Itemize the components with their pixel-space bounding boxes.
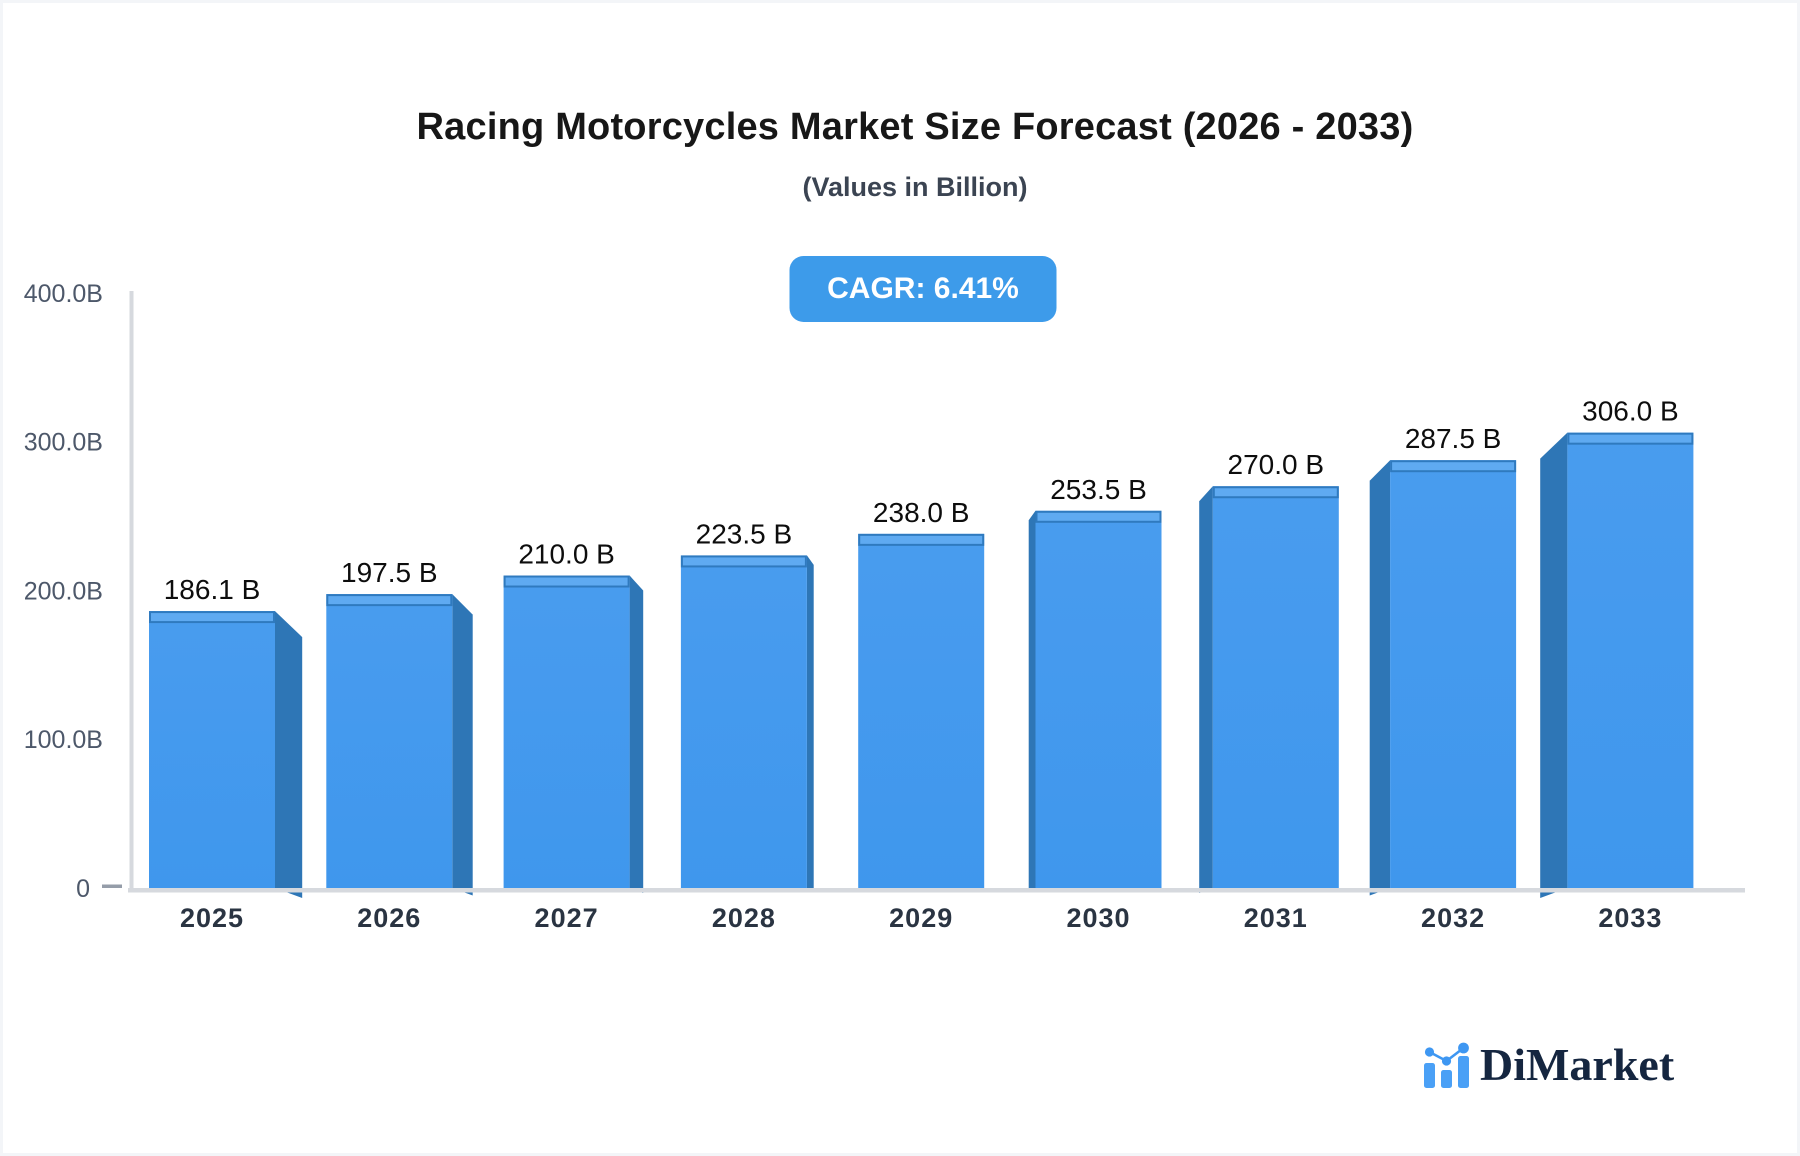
bar-line-chart-icon [1424, 1042, 1469, 1088]
y-axis-label: 100.0B [24, 726, 103, 754]
chart-subtitle: (Values in Billion) [802, 172, 1028, 202]
bar-top-face [1212, 486, 1339, 499]
y-axis-label: 400.0B [24, 280, 103, 308]
bar-top-face [680, 555, 807, 568]
x-axis-label: 2025 [180, 903, 244, 933]
bar-front-face [858, 533, 985, 888]
bar-value-label: 253.5 B [1050, 474, 1147, 505]
bar-2029 [858, 533, 985, 888]
bar-2031 [1199, 486, 1339, 893]
bar-value-label: 223.5 B [696, 518, 793, 549]
bar-2032 [1369, 460, 1517, 896]
y-axis-label: 300.0B [24, 429, 103, 457]
zero-tick-mark [102, 884, 122, 888]
bar-top-face [1035, 510, 1162, 523]
bar-top-face [149, 611, 275, 624]
y-axis-line [129, 291, 134, 889]
bar-top-face [326, 594, 453, 607]
bar-2028 [680, 555, 814, 891]
bar-side-face [1028, 510, 1036, 891]
bar-side-face [452, 594, 473, 896]
bar-value-label: 287.5 B [1405, 423, 1502, 454]
bar-front-face [149, 611, 275, 888]
x-axis-label: 2029 [889, 903, 953, 933]
x-axis-label: 2026 [357, 903, 421, 933]
bar-front-face [326, 594, 453, 888]
bar-2033 [1540, 432, 1694, 898]
logo-text: DiMarket [1480, 1039, 1675, 1090]
x-axis-label: 2028 [712, 903, 776, 933]
bar-front-face [1390, 460, 1517, 888]
x-axis-label: 2032 [1421, 903, 1485, 933]
x-axis-label: 2033 [1598, 903, 1662, 933]
bar-value-label: 197.5 B [341, 557, 438, 588]
bar-front-face [1035, 510, 1162, 888]
bar-front-face [1567, 432, 1694, 888]
dimarket-logo: DiMarket [1421, 1040, 1674, 1090]
y-axis-label: 200.0B [24, 577, 103, 605]
bar-value-label: 306.0 B [1582, 396, 1679, 427]
bar-front-face [503, 575, 630, 888]
bar-top-face [858, 533, 985, 546]
bar-front-face [680, 555, 807, 888]
bar-top-face [503, 575, 630, 588]
bar-top-face [1390, 460, 1517, 473]
bar-side-face [806, 555, 814, 891]
bar-top-face [1567, 432, 1694, 445]
bar-value-label: 186.1 B [164, 574, 261, 605]
chart-title: Racing Motorcycles Market Size Forecast … [416, 106, 1414, 148]
x-axis-label: 2027 [535, 903, 599, 933]
bar-side-face [1540, 432, 1568, 898]
bar-2027 [503, 575, 644, 893]
bar-side-face [629, 575, 644, 893]
bar-2026 [326, 594, 473, 896]
x-axis-label: 2031 [1244, 903, 1308, 933]
bar-side-face [275, 611, 303, 898]
bar-2025 [149, 611, 303, 898]
bar-value-label: 270.0 B [1228, 449, 1325, 480]
bar-side-face [1369, 460, 1391, 896]
x-axis-line [128, 888, 1745, 893]
bar-value-label: 210.0 B [518, 539, 615, 570]
y-axis-label: 0 [76, 875, 90, 903]
bar-side-face [1199, 486, 1213, 893]
cagr-badge: CAGR: 6.41% [789, 256, 1057, 322]
bar-value-label: 238.0 B [873, 497, 970, 528]
bar-2030 [1028, 510, 1162, 891]
bar-front-face [1212, 486, 1339, 888]
x-axis-label: 2030 [1066, 903, 1130, 933]
